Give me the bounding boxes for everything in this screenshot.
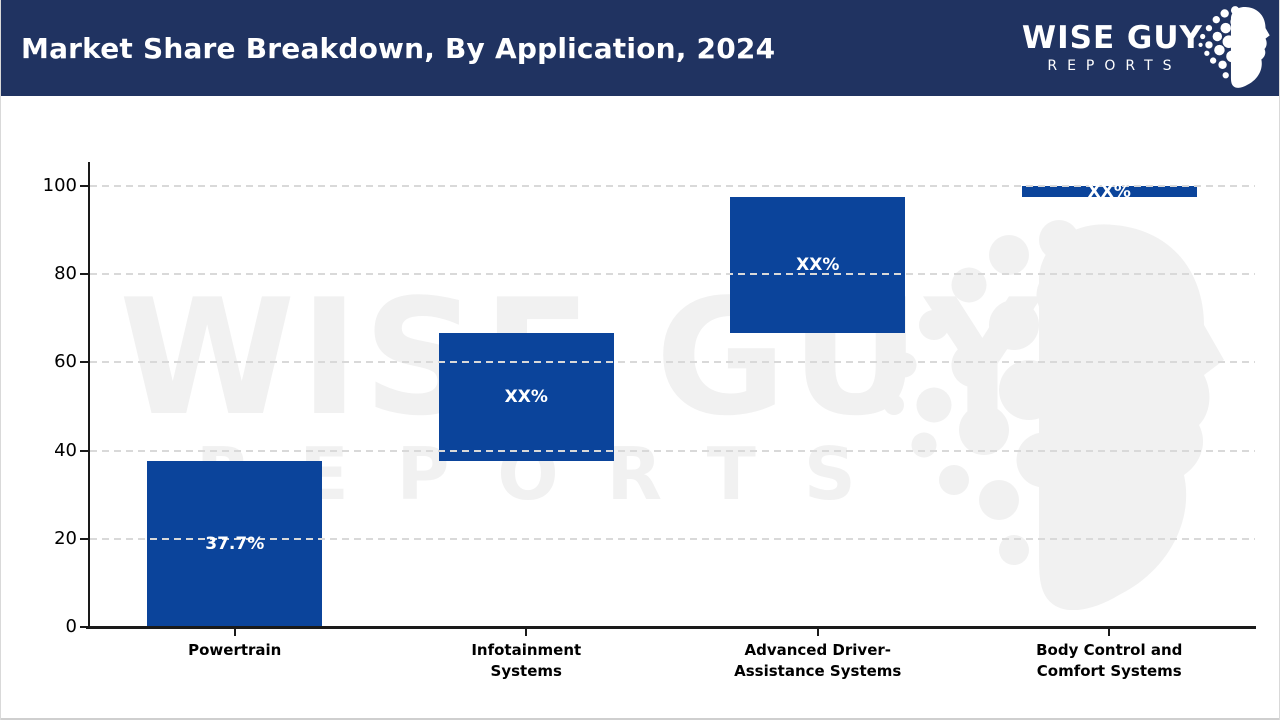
bar-value-label: XX% [504,386,548,407]
y-tick-mark [80,537,88,540]
bar-segment [147,460,323,627]
bar-value-label: XX% [796,254,840,275]
x-category-label: Body Control and Comfort Systems [1036,641,1183,680]
y-tick-mark [80,273,88,276]
bar-value-label: 37.7% [205,533,265,554]
y-tick-mark [80,449,88,452]
logo-text: WISE GUY REPORTS [1021,19,1203,74]
y-axis-spine [88,162,90,628]
wise-guy-logo: WISE GUY REPORTS [1021,4,1279,92]
y-tick-label: 60 [54,351,77,373]
x-tick-mark [1108,629,1111,636]
x-tick-mark [816,629,819,636]
y-tick-label: 20 [54,527,77,549]
gridline [90,273,1255,276]
page-title: Market Share Breakdown, By Application, … [21,31,776,65]
x-axis-spine [86,626,1256,629]
bar-segment [730,197,906,333]
logo-face-icon [1198,6,1270,88]
bar-segment [1021,186,1197,198]
logo-subtitle: REPORTS [1047,57,1182,74]
gridline [90,361,1255,364]
bottom-rule [1,718,1279,720]
gridline [90,449,1255,452]
y-tick-label: 40 [54,439,77,461]
x-category-label: Infotainment Systems [471,641,582,680]
y-tick-label: 0 [65,616,77,637]
x-category-label: Advanced Driver- Assistance Systems [734,641,902,680]
bar-value-label: XX% [1087,181,1131,202]
x-category-label: Powertrain [188,641,282,659]
y-tick-mark [80,626,88,628]
y-tick-label: 80 [54,263,77,285]
y-tick-label: 100 [42,175,77,196]
y-tick-mark [80,185,88,187]
bar-segment [438,332,614,461]
gridline [90,537,1255,540]
gridline [90,185,1255,187]
y-tick-mark [80,361,88,364]
x-tick-mark [233,629,236,636]
x-tick-mark [525,629,528,636]
header-band: Market Share Breakdown, By Application, … [1,0,1279,96]
logo-wordmark: WISE GUY [1021,19,1203,56]
